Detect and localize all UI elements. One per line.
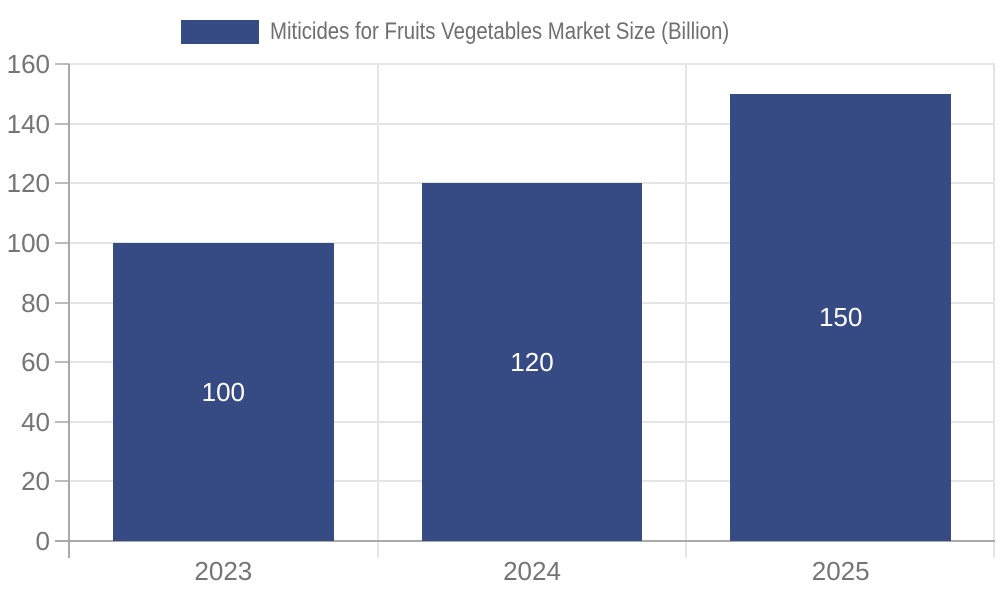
x-axis-line — [55, 540, 995, 542]
plot-right-border — [993, 64, 995, 558]
y-tick-label: 140 — [6, 108, 50, 139]
y-tick-mark — [55, 480, 69, 483]
y-tick-mark — [55, 361, 69, 364]
legend-label: Miticides for Fruits Vegetables Market S… — [270, 18, 730, 45]
y-tick-mark — [55, 241, 69, 244]
x-tick-label: 2023 — [194, 556, 253, 586]
y-tick-label: 120 — [6, 168, 50, 199]
y-gridline — [69, 63, 995, 65]
bar-value-label: 100 — [201, 376, 246, 407]
y-tick-label: 20 — [21, 466, 50, 497]
y-tick-label: 0 — [35, 526, 50, 556]
bar — [112, 242, 334, 541]
y-gridline — [69, 122, 995, 125]
y-tick-mark — [55, 420, 69, 423]
y-tick-mark — [55, 63, 69, 65]
bar — [730, 93, 951, 541]
y-tick-label: 160 — [6, 49, 50, 79]
x-tick-label: 2024 — [503, 556, 561, 586]
y-tick-mark — [55, 182, 69, 185]
y-tick-label: 40 — [21, 406, 50, 437]
y-tick-label: 100 — [6, 227, 50, 258]
y-tick-mark — [55, 301, 69, 304]
y-tick-label: 80 — [21, 287, 50, 318]
legend-swatch — [181, 20, 259, 44]
x-tick-label: 2025 — [811, 556, 870, 586]
bar — [421, 183, 643, 541]
bar-value-label: 150 — [818, 302, 863, 333]
y-tick-label: 60 — [21, 347, 50, 378]
y-tick-mark — [55, 122, 69, 125]
x-gridline — [376, 64, 379, 558]
bar-value-label: 120 — [510, 347, 554, 378]
x-gridline — [685, 64, 688, 558]
y-axis-line — [68, 64, 70, 558]
